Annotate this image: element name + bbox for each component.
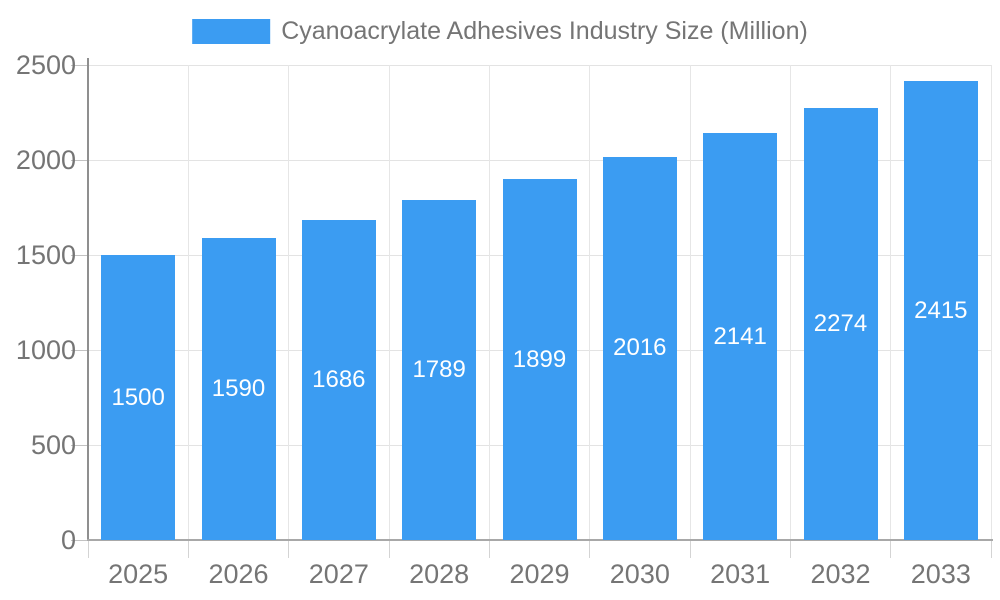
x-axis-label-2029: 2029	[509, 559, 570, 589]
bar-2032[interactable]	[803, 107, 878, 540]
y-axis-tick	[71, 349, 87, 351]
gridline-vertical	[990, 65, 992, 540]
x-axis-label-2032: 2032	[810, 559, 871, 589]
bar-2033[interactable]	[903, 81, 978, 540]
x-axis-tick	[689, 541, 691, 558]
x-axis-label-2028: 2028	[409, 559, 470, 589]
bar-2028[interactable]	[402, 200, 477, 540]
x-axis-label-2030: 2030	[609, 559, 670, 589]
bar-2026[interactable]	[201, 237, 276, 540]
gridline-horizontal	[88, 159, 991, 161]
x-axis-tick	[288, 541, 290, 558]
x-axis-label-2026: 2026	[208, 559, 269, 589]
legend-swatch	[192, 19, 271, 44]
legend-label: Cyanoacrylate Adhesives Industry Size (M…	[281, 17, 808, 45]
x-axis-tick	[589, 541, 591, 558]
gridline-vertical	[689, 65, 691, 540]
gridline-horizontal	[88, 64, 991, 66]
bar-value-2031: 2141	[713, 322, 767, 350]
gridline-vertical	[488, 65, 490, 540]
x-axis-label-2027: 2027	[308, 559, 369, 589]
x-axis-label-2025: 2025	[108, 559, 169, 589]
y-axis-label-500: 500	[30, 430, 76, 460]
bar-value-2033: 2415	[914, 296, 968, 324]
bar-value-2032: 2274	[813, 309, 868, 337]
y-axis-tick	[71, 64, 87, 66]
bar-value-2029: 1899	[512, 345, 567, 373]
y-axis-tick	[71, 254, 87, 256]
x-axis-tick	[87, 541, 89, 558]
gridline-vertical	[589, 65, 591, 540]
y-axis-line	[87, 58, 89, 540]
bar-value-2027: 1686	[312, 365, 366, 393]
gridline-vertical	[388, 65, 390, 540]
bar-value-2026: 1590	[211, 374, 266, 402]
y-axis-label-1000: 1000	[15, 335, 76, 365]
x-axis-tick	[187, 541, 189, 558]
gridline-vertical	[890, 65, 892, 540]
gridline-vertical	[187, 65, 189, 540]
bar-2025[interactable]	[101, 255, 176, 540]
x-axis-label-2033: 2033	[910, 559, 971, 589]
x-axis-tick	[388, 541, 390, 558]
legend[interactable]: Cyanoacrylate Adhesives Industry Size (M…	[192, 17, 808, 46]
x-axis-tick	[890, 541, 892, 558]
bar-value-2030: 2016	[613, 334, 667, 362]
y-axis-label-0: 0	[60, 525, 76, 555]
y-axis-label-2000: 2000	[15, 145, 76, 175]
y-axis-tick	[71, 444, 87, 446]
bar-2027[interactable]	[301, 219, 376, 540]
x-axis-tick	[488, 541, 490, 558]
x-axis-tick	[789, 541, 791, 558]
gridline-vertical	[288, 65, 290, 540]
x-axis-tick	[990, 541, 992, 558]
x-axis-label-2031: 2031	[710, 559, 771, 589]
bar-2030[interactable]	[602, 156, 677, 540]
y-axis-label-1500: 1500	[15, 240, 76, 270]
x-axis-line	[87, 539, 993, 541]
bar-2029[interactable]	[502, 179, 577, 540]
bar-value-2025: 1500	[111, 383, 165, 411]
y-axis-tick	[71, 539, 87, 541]
y-axis-label-2500: 2500	[15, 50, 76, 80]
bar-2031[interactable]	[703, 133, 778, 540]
gridline-vertical	[789, 65, 791, 540]
bar-value-2028: 1789	[412, 356, 466, 384]
y-axis-tick	[71, 159, 87, 161]
